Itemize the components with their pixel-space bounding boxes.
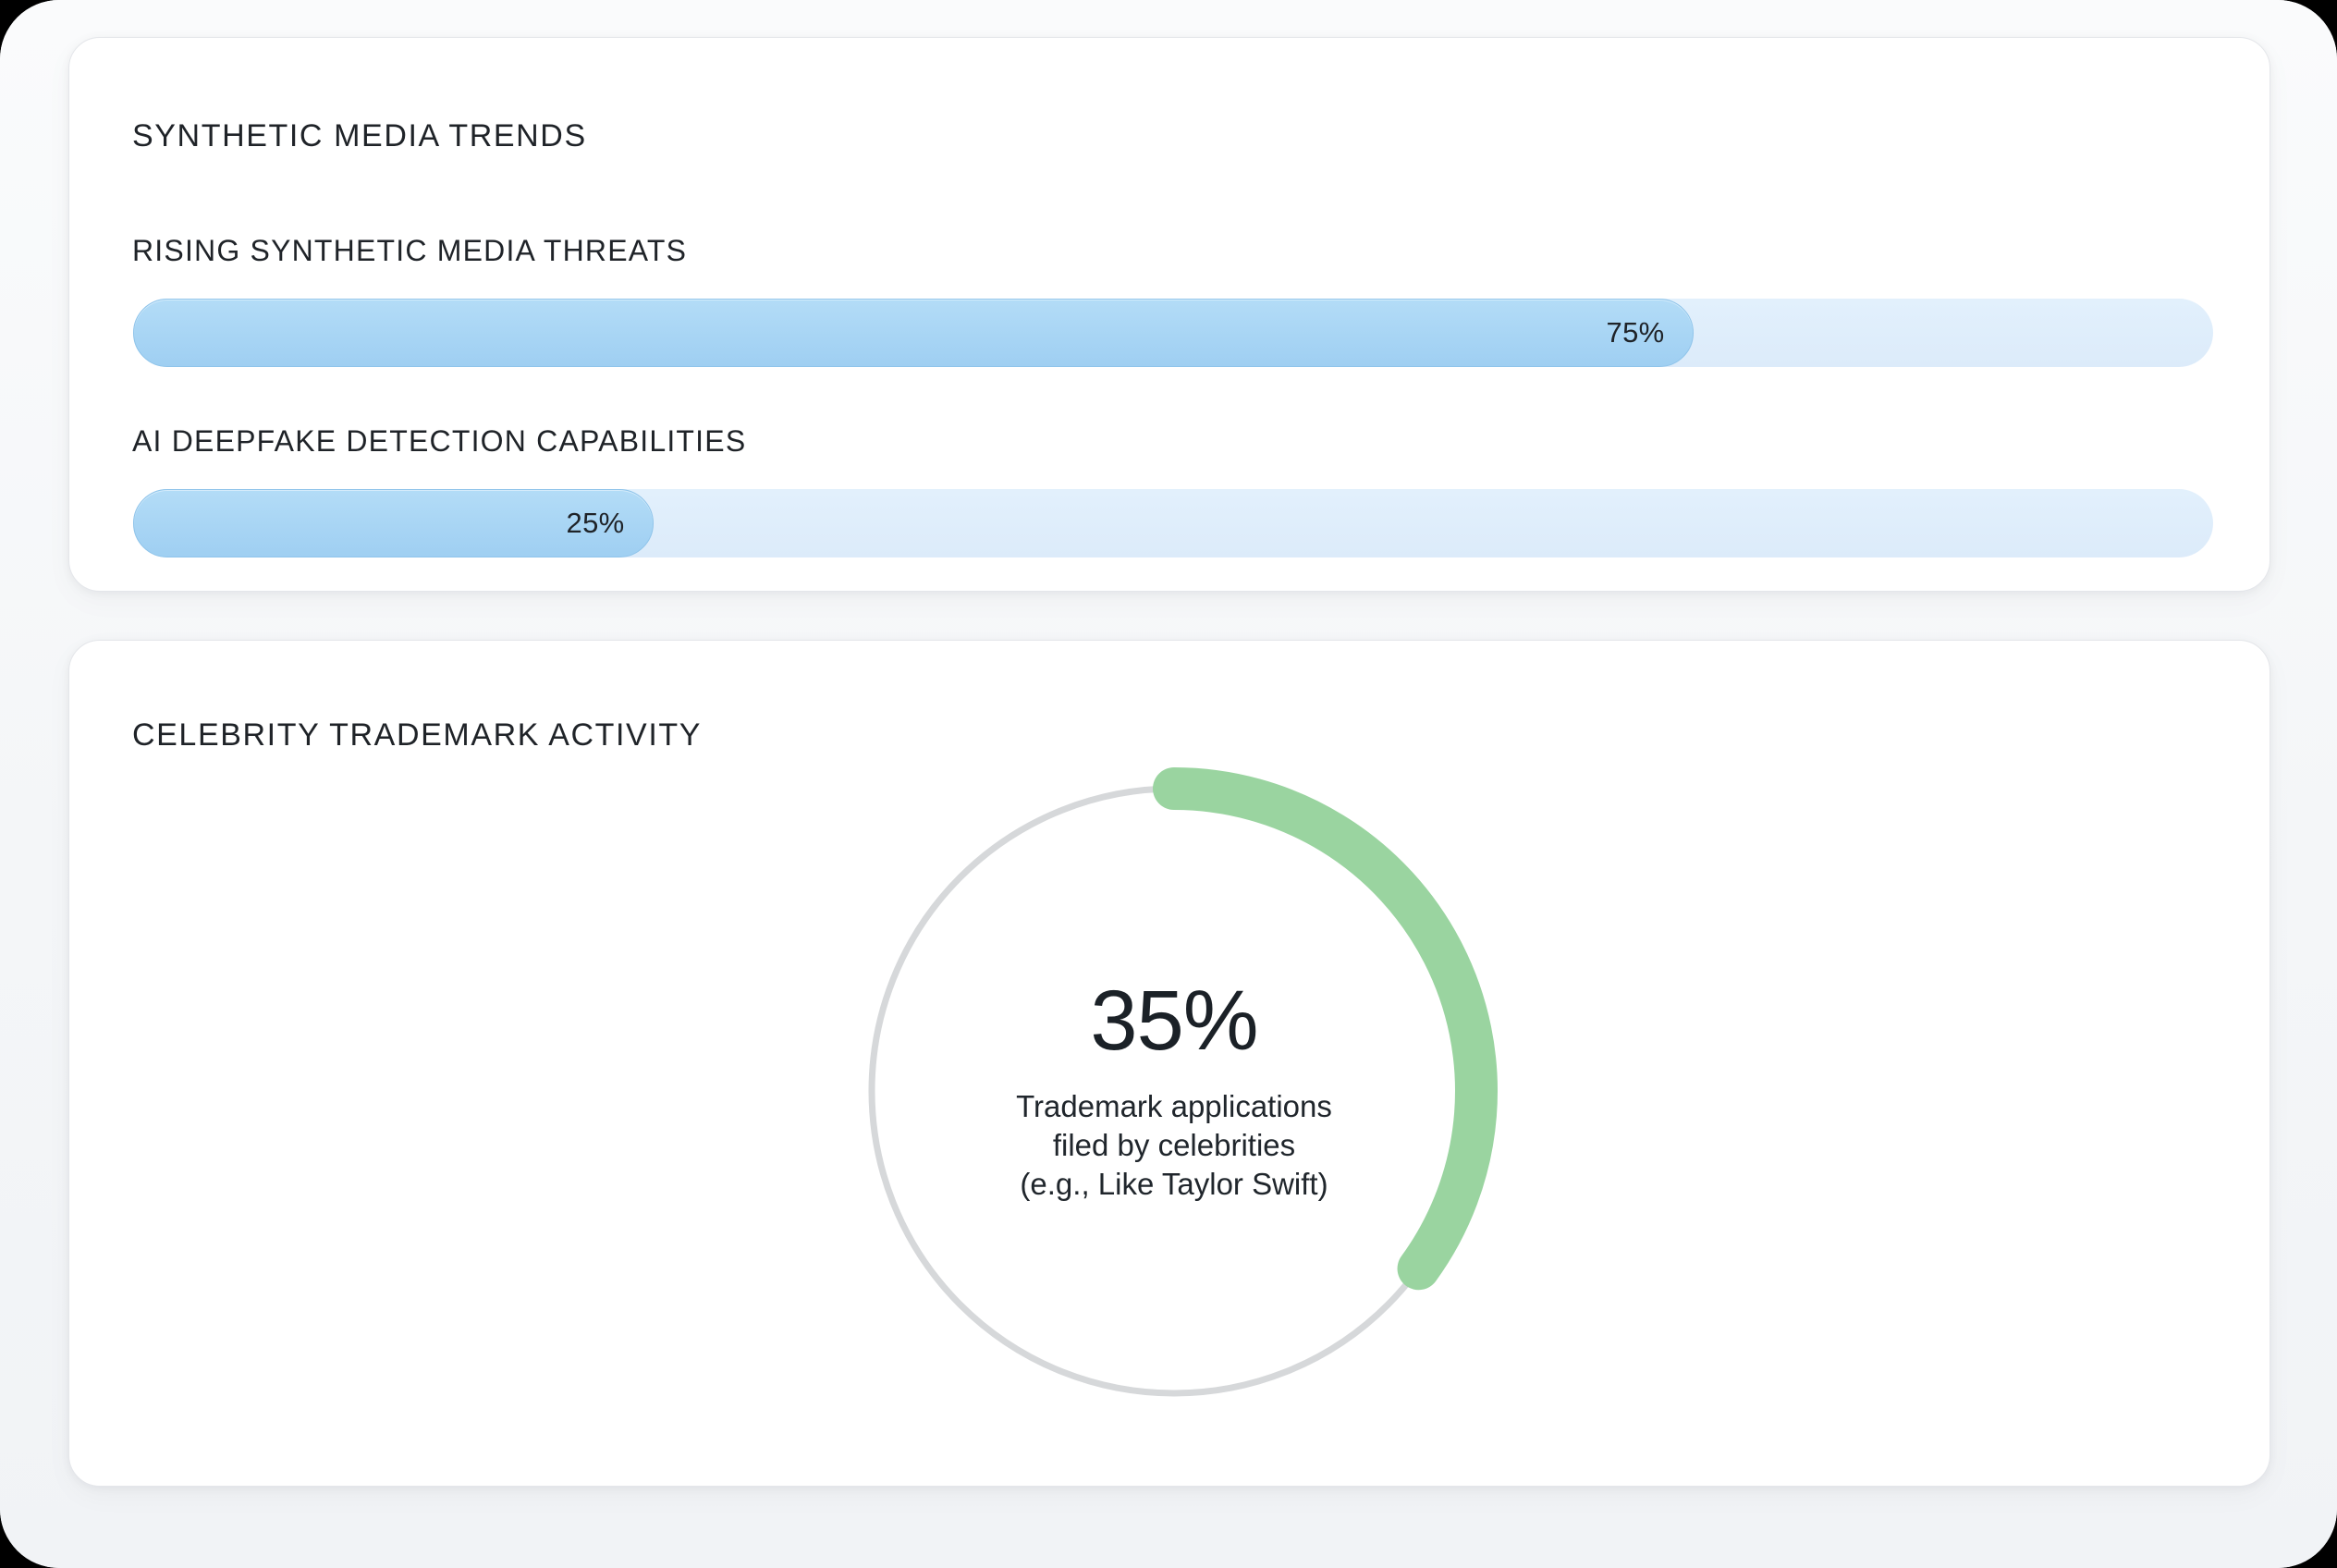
donut-progress-arc — [1153, 767, 1498, 1291]
progress-bar-fill: 75% — [133, 299, 1694, 367]
metric-label-rising-synthetic-media-threats: RISING SYNTHETIC MEDIA THREATS — [132, 234, 688, 267]
progress-value-label: 75% — [1606, 316, 1665, 349]
progress-value-label: 25% — [566, 507, 625, 539]
progress-bar-ai-deepfake-detection-capabilities[interactable]: 25% — [133, 489, 2213, 557]
synthetic-media-trends-card: SYNTHETIC MEDIA TRENDS RISING SYNTHETIC … — [68, 37, 2270, 592]
progress-bar-fill: 25% — [133, 489, 654, 557]
donut-chart-svg — [868, 767, 1498, 1397]
section-title: CELEBRITY TRADEMARK ACTIVITY — [132, 717, 703, 753]
page-title: SYNTHETIC MEDIA TRENDS — [132, 118, 587, 153]
metric-label-ai-deepfake-detection-capabilities: AI DEEPFAKE DETECTION CAPABILITIES — [132, 424, 747, 458]
progress-bar-rising-synthetic-media-threats[interactable]: 75% — [133, 299, 2213, 367]
donut-chart[interactable]: 35% Trademark applications filed by cele… — [814, 730, 1535, 1452]
